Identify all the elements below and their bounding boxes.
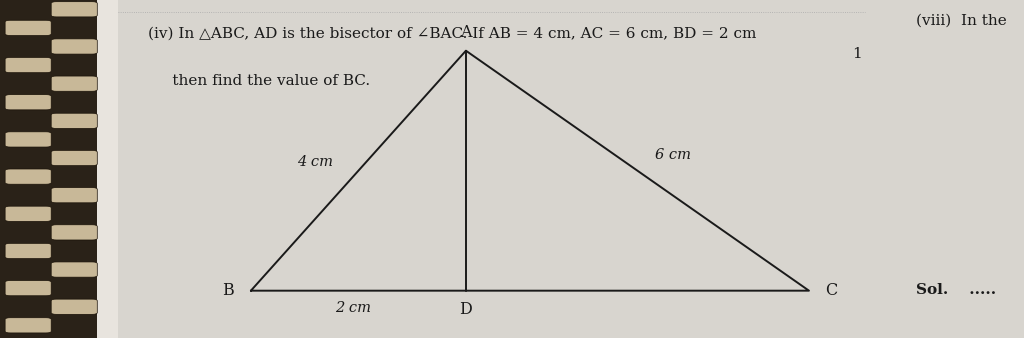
FancyBboxPatch shape (5, 243, 51, 259)
FancyBboxPatch shape (51, 150, 97, 166)
FancyBboxPatch shape (51, 113, 97, 128)
FancyBboxPatch shape (51, 2, 97, 17)
Text: C: C (825, 282, 838, 299)
Bar (0, 0, 97, 338)
Text: then find the value of BC.: then find the value of BC. (148, 74, 371, 88)
Text: Sol.    .....: Sol. ..... (916, 284, 996, 297)
FancyBboxPatch shape (5, 57, 51, 73)
FancyBboxPatch shape (5, 20, 51, 35)
FancyBboxPatch shape (51, 225, 97, 240)
FancyBboxPatch shape (51, 262, 97, 277)
Text: (iv) In △ABC, AD is the bisector of ∠BAC. If AB = 4 cm, AC = 6 cm, BD = 2 cm: (iv) In △ABC, AD is the bisector of ∠BAC… (148, 27, 757, 41)
Text: A: A (460, 24, 472, 41)
Text: D: D (460, 301, 472, 318)
Text: B: B (222, 282, 234, 299)
Text: 2 cm: 2 cm (335, 301, 372, 315)
Text: 6 cm: 6 cm (655, 148, 691, 163)
FancyBboxPatch shape (5, 318, 51, 333)
FancyBboxPatch shape (5, 95, 51, 110)
FancyBboxPatch shape (5, 206, 51, 221)
FancyBboxPatch shape (51, 299, 97, 314)
Text: (viii)  In the: (viii) In the (916, 14, 1008, 27)
Bar (97, 0, 118, 338)
Text: 4 cm: 4 cm (297, 155, 333, 169)
FancyBboxPatch shape (51, 188, 97, 203)
FancyBboxPatch shape (5, 132, 51, 147)
FancyBboxPatch shape (5, 281, 51, 296)
FancyBboxPatch shape (5, 169, 51, 184)
FancyBboxPatch shape (51, 76, 97, 91)
Text: 1: 1 (852, 47, 862, 61)
FancyBboxPatch shape (51, 39, 97, 54)
